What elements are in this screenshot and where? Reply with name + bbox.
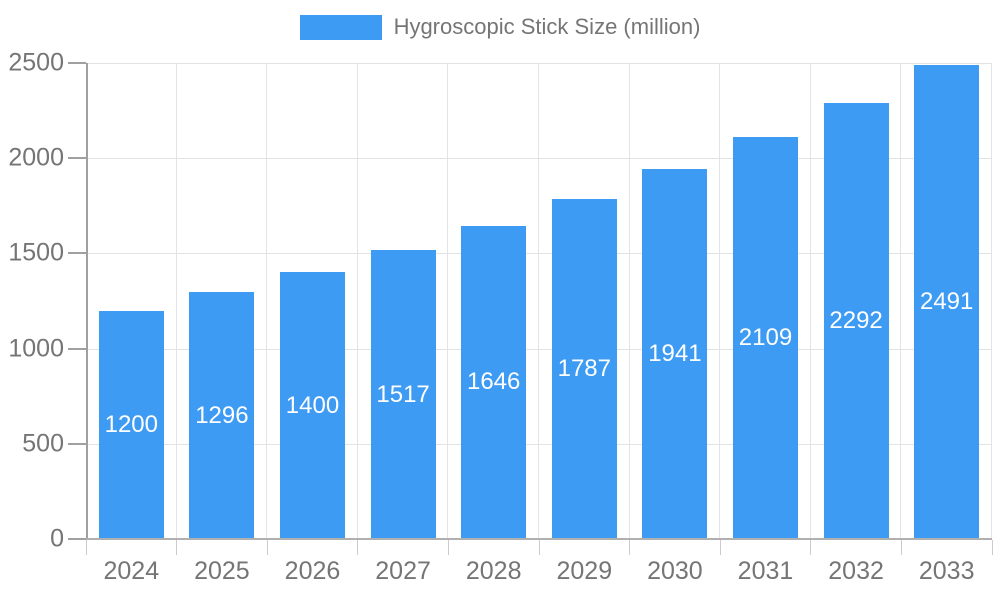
plot-area: 1200 1296 1400 1517 1646 1787 1941 2109 2292 2491 xyxy=(86,63,992,539)
x-axis-tick xyxy=(629,540,631,555)
y-axis-tick-label: 500 xyxy=(22,429,64,458)
y-axis-tick xyxy=(68,157,86,160)
x-axis-tick xyxy=(85,540,87,555)
bar-value-label: 1400 xyxy=(285,391,340,419)
x-axis-tick xyxy=(538,540,540,555)
legend-item[interactable]: Hygroscopic Stick Size (million) xyxy=(299,14,701,40)
bar-value-label: 1646 xyxy=(466,368,521,396)
x-axis-tick xyxy=(266,540,268,555)
h-gridline xyxy=(86,253,992,255)
y-axis-tick-label: 1500 xyxy=(8,238,64,267)
x-axis-tick-label: 2031 xyxy=(737,557,794,585)
v-gridline xyxy=(175,63,177,539)
bar-2031[interactable]: 2109 xyxy=(733,137,798,539)
y-axis-tick xyxy=(68,347,86,350)
h-gridline xyxy=(86,63,992,64)
x-axis-tick-label: 2024 xyxy=(103,557,160,585)
h-gridline xyxy=(86,443,992,445)
y-axis-tick-label: 2000 xyxy=(8,143,64,172)
x-axis-tick-label: 2028 xyxy=(465,557,522,585)
h-gridline xyxy=(86,348,992,350)
v-gridline xyxy=(809,63,811,539)
bar-2024[interactable]: 1200 xyxy=(98,310,164,539)
x-axis-tick xyxy=(176,540,178,555)
v-gridline xyxy=(628,63,630,539)
bar-2025[interactable]: 1296 xyxy=(189,292,255,539)
y-axis-tick-label: 2500 xyxy=(8,48,64,77)
y-axis-tick xyxy=(68,442,86,445)
x-axis-tick xyxy=(900,540,902,555)
bar-value-label: 2109 xyxy=(738,324,793,352)
x-axis-tick xyxy=(810,540,812,555)
v-gridline xyxy=(900,63,902,539)
v-gridline xyxy=(266,63,268,539)
bar-value-label: 1517 xyxy=(376,380,430,408)
x-axis-tick xyxy=(357,540,359,555)
bar-2029[interactable]: 1787 xyxy=(551,198,617,539)
y-axis-line xyxy=(86,63,88,539)
v-gridline xyxy=(447,63,449,539)
x-axis-tick xyxy=(447,540,449,555)
bar-value-label: 2491 xyxy=(919,287,974,315)
bar-2027[interactable]: 1517 xyxy=(370,250,436,539)
x-axis-tick-label: 2026 xyxy=(284,557,341,585)
x-axis-tick xyxy=(991,540,993,555)
v-gridline xyxy=(719,63,721,539)
x-axis-tick-label: 2030 xyxy=(647,557,703,585)
x-axis-tick xyxy=(719,540,721,555)
v-gridline xyxy=(991,63,992,539)
legend-swatch xyxy=(299,14,382,40)
y-axis-tick-label: 1000 xyxy=(8,334,64,363)
bar-2033[interactable]: 2491 xyxy=(914,64,980,539)
bar-2032[interactable]: 2292 xyxy=(823,102,889,539)
v-gridline xyxy=(538,63,539,539)
v-gridline xyxy=(356,63,358,539)
bar-2028[interactable]: 1646 xyxy=(461,225,527,539)
bar-value-label: 1296 xyxy=(195,401,249,429)
x-axis-tick-label: 2032 xyxy=(828,557,884,585)
x-axis-tick-label: 2025 xyxy=(194,557,250,585)
x-axis-line xyxy=(86,538,992,540)
y-axis-tick xyxy=(68,252,86,255)
x-axis-tick-label: 2033 xyxy=(918,557,975,585)
y-axis-tick xyxy=(68,62,86,64)
y-axis-tick xyxy=(68,538,86,540)
bar-value-label: 2292 xyxy=(829,306,883,334)
x-axis-tick-label: 2027 xyxy=(375,557,431,585)
bar-2030[interactable]: 1941 xyxy=(642,169,708,539)
h-gridline xyxy=(86,158,992,160)
chart-legend: Hygroscopic Stick Size (million) xyxy=(0,14,1000,40)
bar-value-label: 1941 xyxy=(648,340,702,368)
x-axis-tick-label: 2029 xyxy=(556,557,613,585)
bar-value-label: 1200 xyxy=(104,410,158,438)
y-axis-tick-label: 0 xyxy=(50,524,64,553)
bar-value-label: 1787 xyxy=(557,354,611,382)
legend-label: Hygroscopic Stick Size (million) xyxy=(393,14,701,39)
bar-2026[interactable]: 1400 xyxy=(280,272,345,539)
